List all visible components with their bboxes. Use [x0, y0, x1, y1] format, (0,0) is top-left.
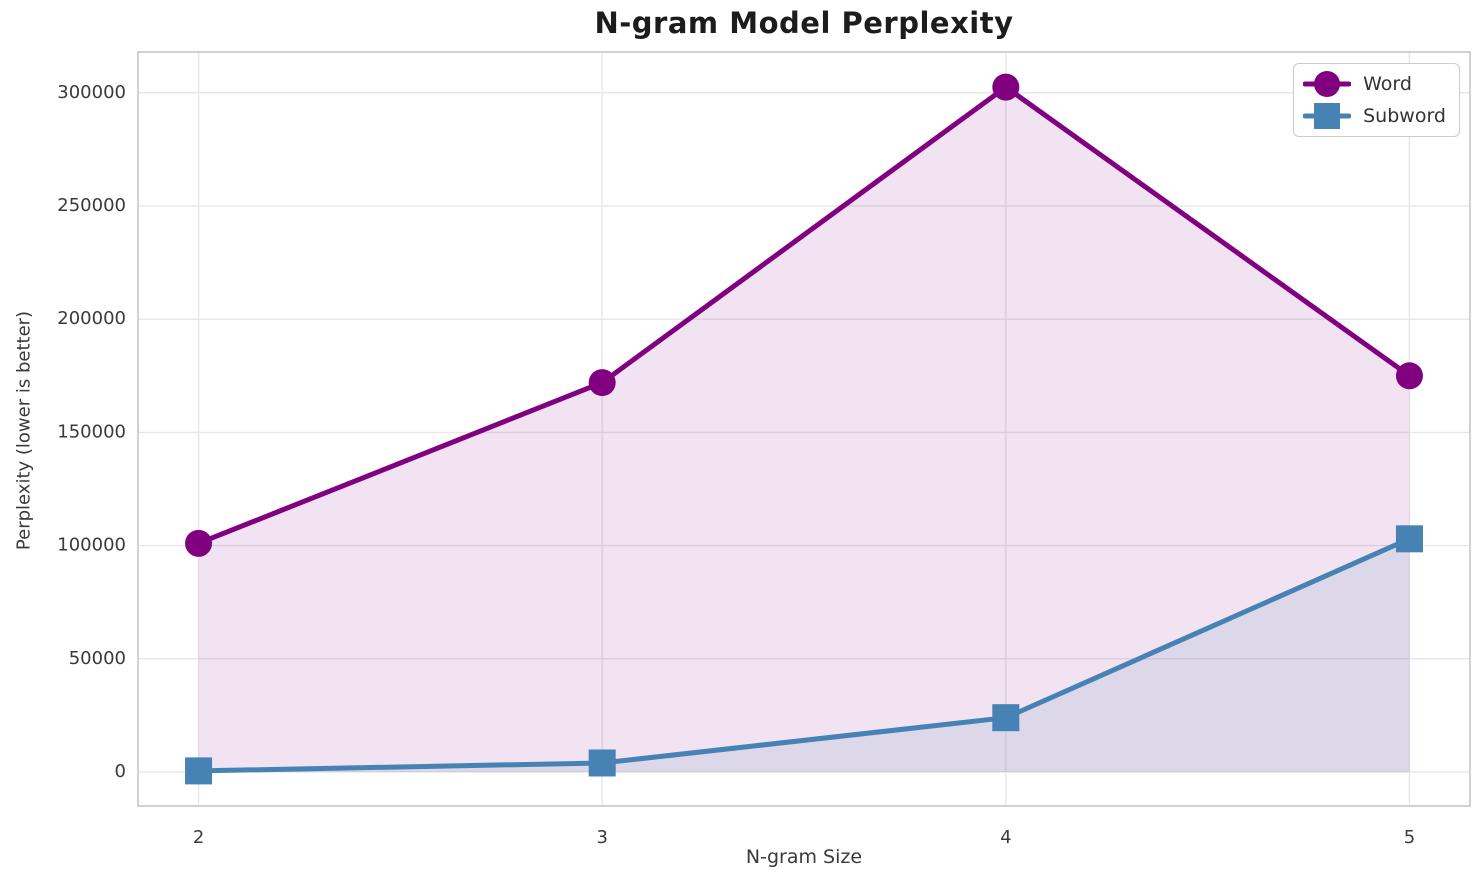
legend-item-word: Word: [1303, 69, 1446, 99]
subword-marker: [992, 704, 1020, 732]
legend-label-word: Word: [1363, 73, 1412, 95]
y-tick-label: 150000: [57, 421, 126, 442]
subword-legend-marker-icon: [1303, 103, 1352, 129]
word-marker: [992, 73, 1020, 101]
legend: Word Subword: [1293, 63, 1460, 137]
y-tick-label: 300000: [57, 82, 126, 103]
x-axis-label: N-gram Size: [745, 846, 863, 868]
word-legend-marker-icon: [1303, 71, 1352, 97]
x-tick-label: 2: [193, 827, 204, 848]
word-area: [198, 87, 1410, 773]
subword-marker: [185, 757, 213, 785]
subword-area: [198, 538, 1410, 773]
x-tick-label: 3: [596, 827, 607, 848]
plot-border: [137, 51, 1471, 807]
y-tick-label: 0: [115, 761, 126, 782]
word-line: [196, 84, 1412, 546]
legend-label-subword: Subword: [1363, 105, 1446, 127]
y-tick-label: 250000: [57, 195, 126, 216]
y-tick-label: 200000: [57, 308, 126, 329]
subword-marker: [1395, 525, 1423, 553]
y-tick-label: 100000: [57, 535, 126, 556]
y-axis-label: Perplexity (lower is better): [13, 310, 35, 551]
x-tick-label: 5: [1404, 827, 1415, 848]
subword-marker: [588, 749, 616, 777]
word-marker: [588, 369, 616, 397]
word-marker: [185, 529, 213, 557]
word-marker: [1395, 362, 1423, 390]
legend-item-subword: Subword: [1303, 101, 1446, 131]
subword-line: [196, 536, 1412, 774]
chart-title: N-gram Model Perplexity: [594, 6, 1014, 40]
y-tick-label: 50000: [69, 648, 126, 669]
x-tick-label: 4: [1000, 827, 1011, 848]
